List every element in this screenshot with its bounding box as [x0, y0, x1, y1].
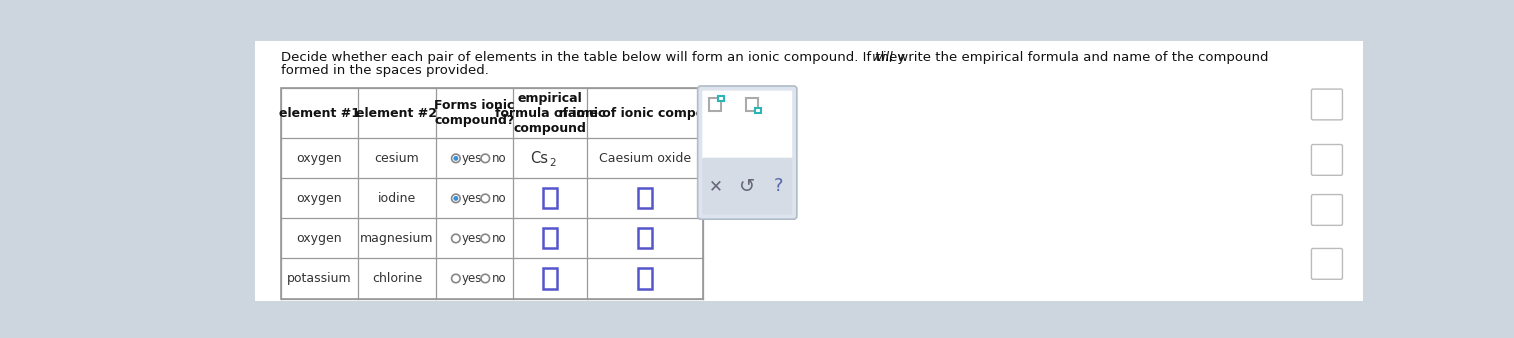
- Text: no: no: [492, 152, 506, 165]
- Text: Cs: Cs: [530, 151, 548, 166]
- Text: , write the empirical formula and name of the compound: , write the empirical formula and name o…: [889, 51, 1269, 64]
- Circle shape: [481, 234, 489, 243]
- FancyBboxPatch shape: [718, 96, 724, 101]
- Text: oxygen: oxygen: [297, 232, 342, 245]
- FancyBboxPatch shape: [637, 188, 653, 209]
- Text: Caesium oxide: Caesium oxide: [600, 152, 690, 165]
- Text: oxygen: oxygen: [297, 192, 342, 205]
- FancyBboxPatch shape: [544, 188, 557, 209]
- Circle shape: [451, 154, 460, 163]
- Text: ↺: ↺: [739, 177, 755, 196]
- Circle shape: [451, 194, 460, 203]
- Text: no: no: [492, 232, 506, 245]
- FancyBboxPatch shape: [709, 98, 721, 111]
- Text: Forms ionic
compound?: Forms ionic compound?: [435, 99, 515, 127]
- Text: yes: yes: [462, 272, 483, 285]
- FancyBboxPatch shape: [702, 91, 792, 159]
- Text: will: will: [872, 51, 893, 64]
- Text: element #1: element #1: [279, 107, 360, 120]
- Text: yes: yes: [462, 192, 483, 205]
- Text: yes: yes: [462, 152, 483, 165]
- FancyBboxPatch shape: [1311, 89, 1343, 120]
- FancyBboxPatch shape: [637, 268, 653, 289]
- FancyBboxPatch shape: [544, 268, 557, 289]
- Circle shape: [451, 274, 460, 283]
- Text: cesium: cesium: [374, 152, 419, 165]
- Text: ✕: ✕: [710, 177, 724, 195]
- Text: name of ionic compound: name of ionic compound: [559, 107, 731, 120]
- FancyBboxPatch shape: [637, 228, 653, 248]
- FancyBboxPatch shape: [1311, 145, 1343, 175]
- Circle shape: [481, 194, 489, 203]
- Text: no: no: [492, 192, 506, 205]
- FancyBboxPatch shape: [698, 86, 796, 219]
- FancyBboxPatch shape: [256, 41, 1363, 301]
- Text: formed in the spaces provided.: formed in the spaces provided.: [280, 64, 489, 77]
- Text: yes: yes: [462, 232, 483, 245]
- Text: iodine: iodine: [378, 192, 416, 205]
- Text: no: no: [492, 272, 506, 285]
- FancyBboxPatch shape: [1311, 195, 1343, 225]
- Text: potassium: potassium: [288, 272, 351, 285]
- Text: oxygen: oxygen: [297, 152, 342, 165]
- Text: 2: 2: [550, 158, 556, 168]
- FancyBboxPatch shape: [702, 158, 792, 215]
- FancyBboxPatch shape: [280, 88, 702, 298]
- Text: ?: ?: [774, 177, 783, 195]
- Circle shape: [481, 274, 489, 283]
- Text: empirical
formula of ionic
compound: empirical formula of ionic compound: [495, 92, 606, 135]
- Text: Decide whether each pair of elements in the table below will form an ionic compo: Decide whether each pair of elements in …: [280, 51, 910, 64]
- Text: element #2: element #2: [356, 107, 438, 120]
- Text: magnesium: magnesium: [360, 232, 433, 245]
- Circle shape: [451, 234, 460, 243]
- FancyBboxPatch shape: [755, 108, 760, 113]
- Circle shape: [453, 156, 459, 161]
- FancyBboxPatch shape: [746, 98, 759, 111]
- Text: chlorine: chlorine: [372, 272, 422, 285]
- Circle shape: [481, 154, 489, 163]
- FancyBboxPatch shape: [1311, 248, 1343, 279]
- Circle shape: [453, 196, 459, 201]
- FancyBboxPatch shape: [544, 228, 557, 248]
